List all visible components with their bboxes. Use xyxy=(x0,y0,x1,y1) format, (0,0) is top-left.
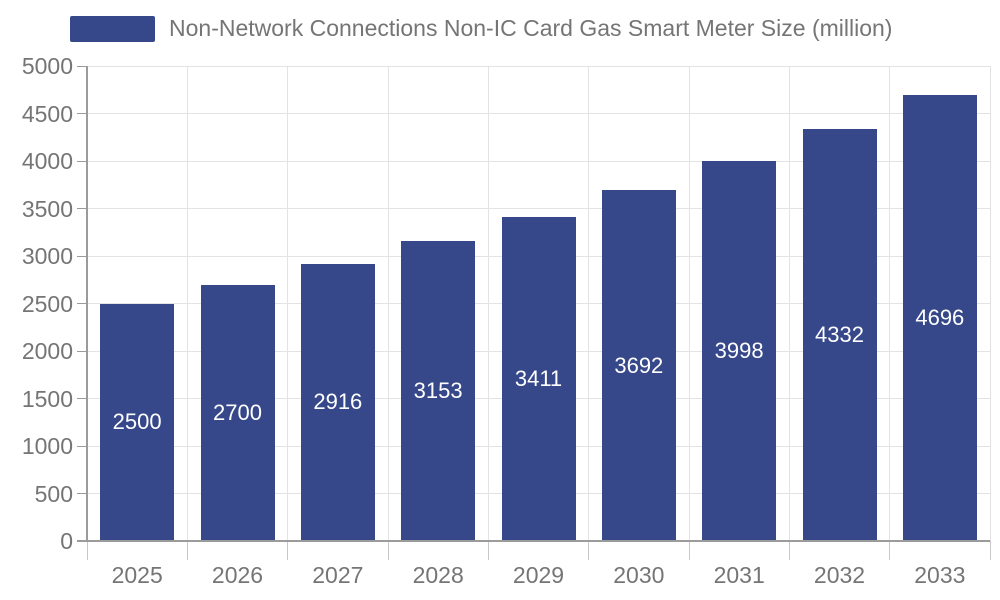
legend-series-label: Non-Network Connections Non-IC Card Gas … xyxy=(169,15,893,41)
bar-value-label: 2500 xyxy=(112,409,162,435)
y-axis-line xyxy=(86,66,88,542)
y-axis-tick xyxy=(77,350,87,352)
x-gridline xyxy=(387,66,389,541)
x-axis-tick xyxy=(86,541,88,560)
y-gridline xyxy=(87,65,990,67)
y-tick-label: 4500 xyxy=(21,100,73,127)
y-axis-tick xyxy=(77,208,87,209)
x-tick-label: 2026 xyxy=(211,562,264,588)
x-gridline xyxy=(788,66,790,541)
y-tick-label: 2500 xyxy=(21,290,73,317)
y-tick-label: 3000 xyxy=(21,243,73,269)
bar-value-label: 3998 xyxy=(714,338,764,364)
y-tick-label: 0 xyxy=(60,528,73,554)
x-axis-tick xyxy=(287,541,289,560)
x-gridline xyxy=(588,66,590,541)
bar-value-label: 3411 xyxy=(514,365,563,391)
legend-swatch-icon xyxy=(70,15,155,42)
bar-2031 xyxy=(702,161,777,540)
y-tick-label: 4000 xyxy=(21,148,73,174)
y-axis-tick xyxy=(77,160,87,162)
x-gridline xyxy=(186,66,188,541)
y-axis-tick xyxy=(77,303,87,304)
y-axis-tick xyxy=(77,65,87,67)
y-gridline xyxy=(87,160,990,162)
y-gridline xyxy=(87,113,990,114)
y-tick-label: 5000 xyxy=(21,53,73,79)
bar-value-label: 2916 xyxy=(313,389,363,415)
bar-2033 xyxy=(902,94,977,540)
x-gridline xyxy=(989,66,991,541)
x-axis-tick xyxy=(487,541,489,560)
legend[interactable]: Non-Network Connections Non-IC Card Gas … xyxy=(70,15,892,42)
y-axis-tick xyxy=(77,255,87,257)
x-gridline xyxy=(287,66,289,541)
x-axis-line xyxy=(77,540,990,542)
bar-2032 xyxy=(802,129,877,540)
x-tick-label: 2031 xyxy=(713,562,765,588)
bar-2030 xyxy=(601,190,676,540)
x-axis-tick xyxy=(387,541,389,560)
x-gridline xyxy=(487,66,489,541)
x-gridline xyxy=(889,66,891,541)
y-tick-label: 1500 xyxy=(21,385,73,412)
x-tick-label: 2025 xyxy=(111,562,163,588)
x-tick-label: 2033 xyxy=(914,562,966,588)
bar-2028 xyxy=(401,241,476,540)
y-axis-tick xyxy=(77,113,87,114)
x-tick-label: 2030 xyxy=(613,562,665,588)
y-axis-tick xyxy=(77,493,87,494)
x-axis-tick xyxy=(889,541,891,560)
bar-value-label: 3153 xyxy=(413,378,463,404)
bar-value-label: 2700 xyxy=(213,399,262,425)
x-tick-label: 2027 xyxy=(312,562,364,588)
bar-2029 xyxy=(501,216,576,540)
y-tick-label: 2000 xyxy=(21,338,73,364)
bar-value-label: 3692 xyxy=(614,352,664,378)
y-axis-tick xyxy=(77,445,87,447)
bar-2026 xyxy=(200,284,275,540)
y-tick-label: 3500 xyxy=(21,195,73,222)
x-axis-tick xyxy=(688,541,690,560)
x-tick-label: 2032 xyxy=(813,562,866,588)
bar-2027 xyxy=(300,263,375,540)
bar-2025 xyxy=(100,303,175,540)
y-tick-label: 1000 xyxy=(21,433,73,459)
y-gridline xyxy=(87,208,990,209)
x-axis-tick xyxy=(989,541,991,560)
x-axis-tick xyxy=(788,541,790,560)
x-tick-label: 2028 xyxy=(412,562,464,588)
y-tick-label: 500 xyxy=(34,480,73,507)
x-gridline xyxy=(688,66,690,541)
x-axis-tick xyxy=(186,541,188,560)
bar-value-label: 4332 xyxy=(815,322,864,348)
x-tick-label: 2029 xyxy=(512,562,565,588)
y-axis-tick xyxy=(77,398,87,399)
bar-value-label: 4696 xyxy=(915,304,965,330)
x-axis-tick xyxy=(588,541,590,560)
